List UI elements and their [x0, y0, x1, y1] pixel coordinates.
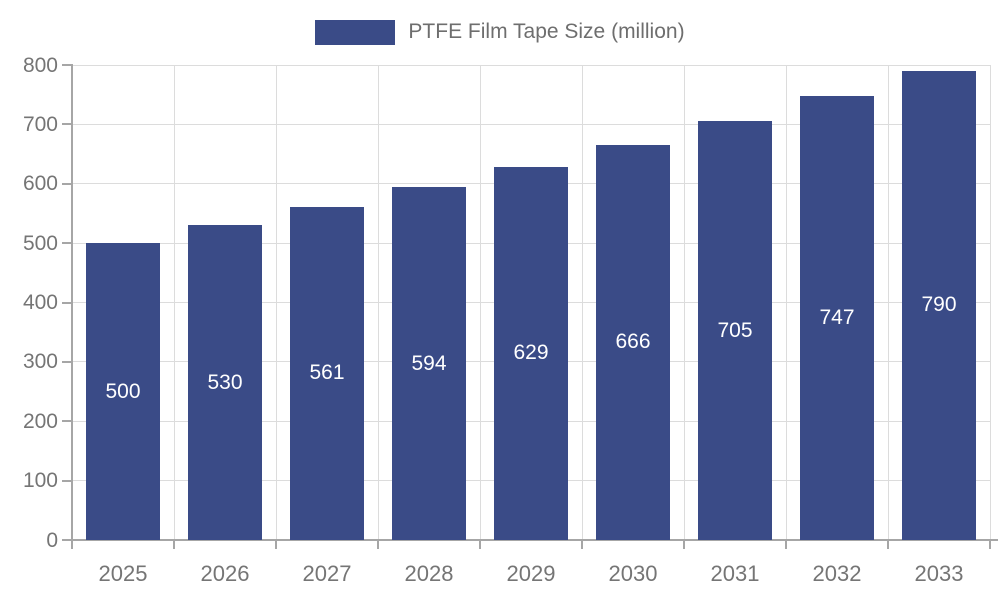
x-gridline — [581, 65, 583, 540]
x-gridline — [479, 65, 481, 540]
x-tick — [71, 540, 73, 549]
x-tick — [479, 540, 481, 549]
y-tick-label: 300 — [22, 350, 58, 374]
y-tick — [62, 360, 71, 363]
y-tick-label: 400 — [22, 291, 58, 314]
bar-value-label: 629 — [513, 341, 549, 365]
y-tick — [62, 242, 71, 245]
x-tick-label: 2027 — [302, 561, 352, 586]
y-gridline — [72, 64, 990, 66]
x-tick — [683, 540, 685, 549]
x-tick — [173, 540, 175, 549]
bar-value-label: 747 — [819, 306, 855, 330]
y-tick — [62, 182, 71, 185]
x-gridline — [377, 65, 379, 540]
x-tick-label: 2026 — [200, 561, 250, 586]
x-tick — [581, 540, 583, 549]
bar[interactable]: 500 — [86, 243, 160, 540]
bar[interactable]: 790 — [902, 70, 976, 540]
x-tick-label: 2025 — [98, 561, 148, 586]
y-tick — [62, 123, 71, 126]
x-gridline — [785, 65, 787, 540]
bar[interactable]: 594 — [392, 187, 466, 540]
y-tick — [62, 64, 71, 66]
bar-value-label: 666 — [615, 330, 651, 354]
bar-value-label: 705 — [717, 318, 753, 342]
x-tick-label: 2028 — [404, 561, 454, 586]
y-tick-label: 600 — [22, 172, 58, 196]
x-tick-label: 2030 — [608, 561, 658, 586]
y-tick-label: 800 — [22, 53, 58, 77]
y-tick-label: 500 — [22, 231, 58, 255]
bar[interactable]: 705 — [698, 121, 772, 540]
x-tick — [377, 540, 379, 549]
bar[interactable]: 747 — [800, 96, 874, 540]
y-tick-label: 700 — [22, 112, 58, 136]
y-tick — [62, 420, 71, 423]
x-gridline — [275, 65, 277, 540]
x-tick — [785, 540, 787, 549]
x-tick-label: 2029 — [506, 561, 556, 586]
x-axis-line — [62, 539, 998, 541]
legend[interactable]: PTFE Film Tape Size (million) — [0, 17, 1000, 47]
y-tick-label: 0 — [46, 528, 58, 552]
x-gridline — [887, 65, 889, 540]
y-gridline — [72, 123, 990, 125]
x-tick-label: 2032 — [812, 561, 862, 586]
x-gridline — [989, 65, 991, 540]
bar[interactable]: 629 — [494, 166, 568, 540]
x-tick — [989, 540, 991, 549]
y-tick — [62, 479, 71, 482]
bar-value-label: 594 — [411, 351, 447, 375]
bar-value-label: 561 — [309, 361, 345, 385]
y-tick-label: 200 — [22, 409, 58, 433]
x-tick-label: 2033 — [914, 561, 964, 586]
x-tick — [275, 540, 277, 549]
bar[interactable]: 561 — [290, 206, 364, 540]
y-tick — [62, 301, 71, 304]
bar[interactable]: 666 — [596, 144, 670, 540]
legend-label: PTFE Film Tape Size (million) — [408, 20, 685, 43]
x-tick — [887, 540, 889, 549]
legend-swatch — [315, 19, 396, 45]
y-tick — [62, 539, 71, 541]
bar-value-label: 500 — [105, 379, 141, 403]
x-gridline — [173, 65, 175, 540]
x-tick-label: 2031 — [710, 561, 760, 586]
y-axis-line — [71, 64, 73, 540]
y-tick-label: 100 — [22, 469, 58, 493]
bar-value-label: 790 — [921, 293, 957, 317]
bar-value-label: 530 — [207, 370, 243, 394]
bar[interactable]: 530 — [188, 225, 262, 540]
x-gridline — [683, 65, 685, 540]
